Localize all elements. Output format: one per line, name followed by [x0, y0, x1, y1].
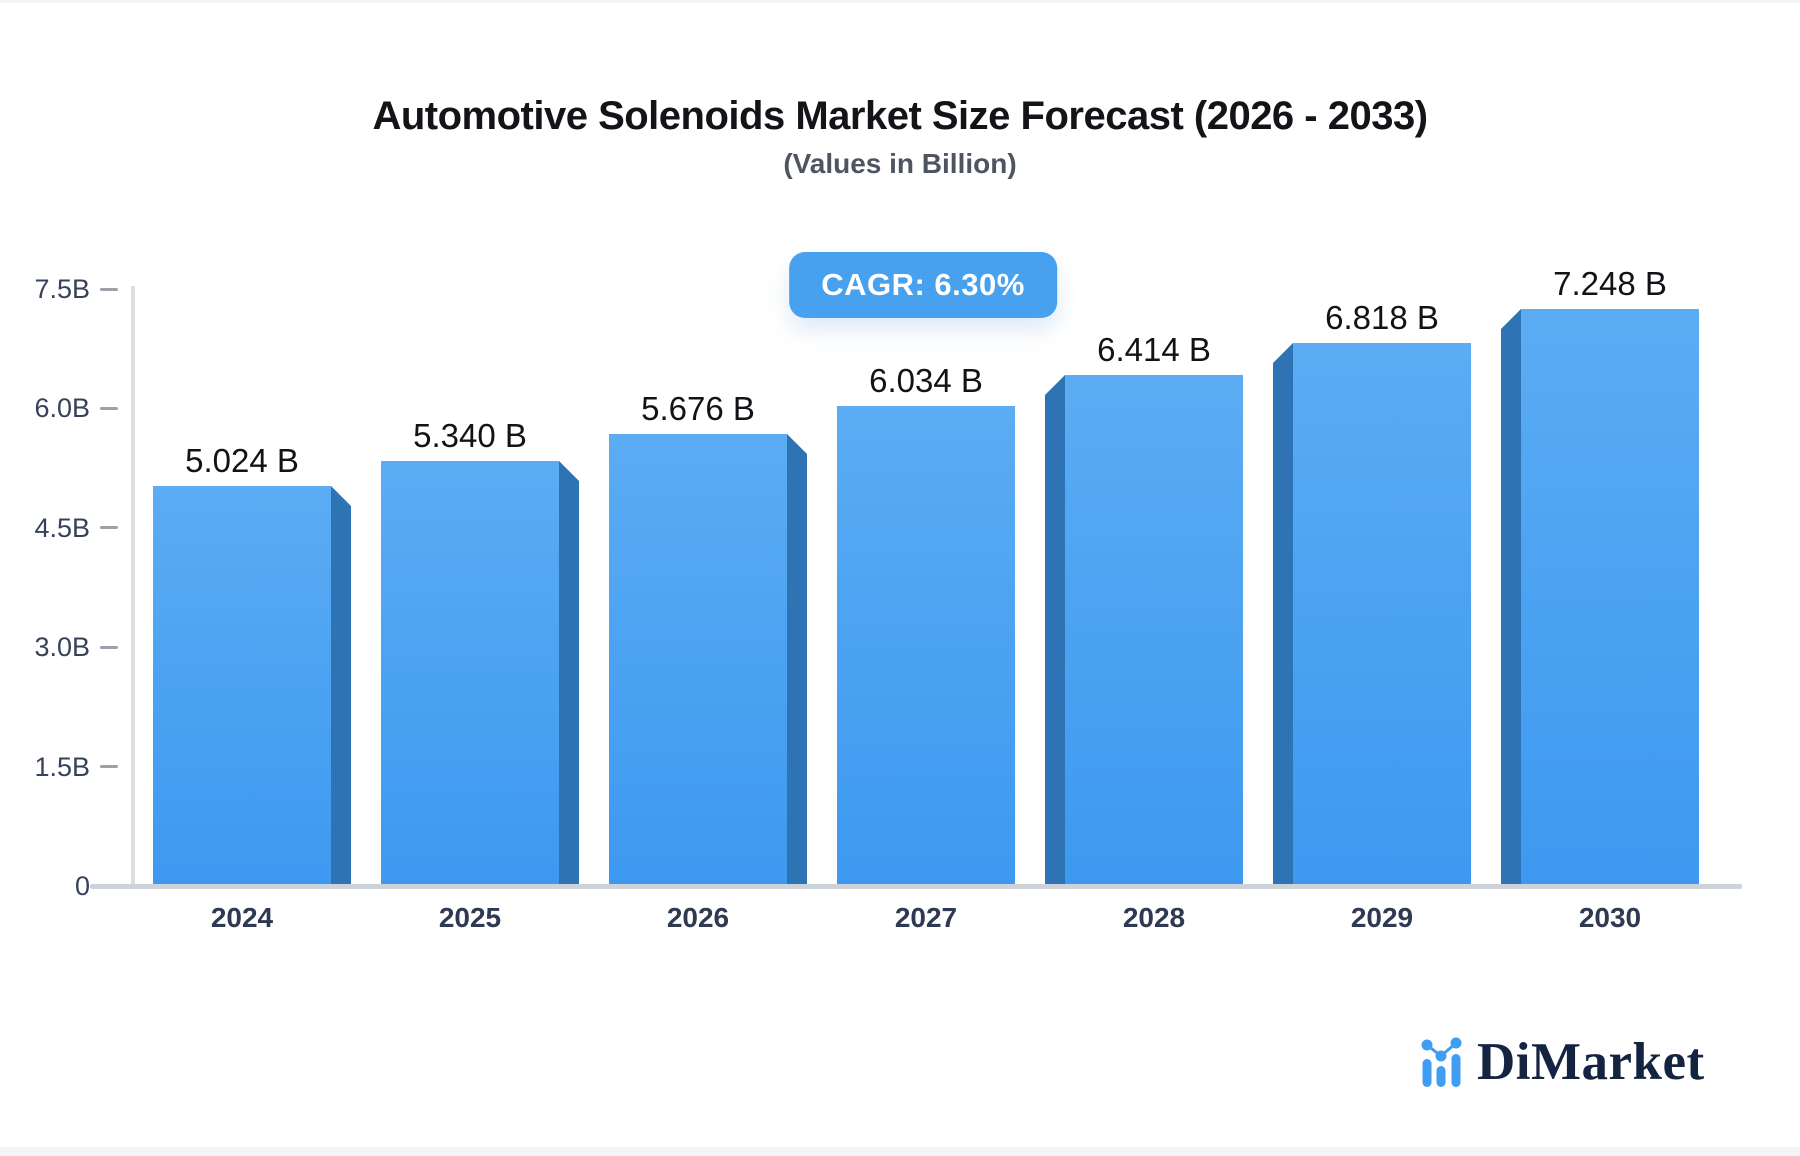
bar-value-label: 5.340 B — [413, 417, 527, 454]
dimarket-logo-text: DiMarket — [1477, 1033, 1705, 1091]
bar-2030 — [1521, 309, 1699, 886]
bar-3d-side — [1273, 343, 1293, 886]
bar-value-label: 6.818 B — [1325, 299, 1439, 336]
x-axis-label-2027: 2027 — [894, 902, 958, 933]
bar-2027 — [837, 406, 1015, 886]
y-tick-label: 7.5B — [34, 274, 90, 304]
y-tick-label: 4.5B — [34, 513, 90, 543]
chart-subtitle: (Values in Billion) — [783, 148, 1017, 179]
bar-2026 — [609, 434, 787, 886]
y-tick-label: 1.5B — [34, 752, 90, 782]
y-tick-label: 6.0B — [34, 393, 90, 423]
x-axis-label-2026: 2026 — [666, 902, 730, 933]
bar-2029 — [1293, 343, 1471, 886]
bar-value-label: 5.676 B — [641, 390, 755, 427]
bar-value-label: 6.414 B — [1097, 331, 1211, 368]
x-axis-label-2030: 2030 — [1578, 902, 1642, 933]
card-bottom-edge — [0, 1147, 1800, 1156]
bar-3d-side — [1045, 375, 1065, 886]
x-axis-label-2025: 2025 — [438, 902, 502, 933]
x-axis-baseline — [90, 884, 1742, 889]
bar-value-label: 6.034 B — [869, 362, 983, 399]
bar-3d-side — [787, 434, 807, 886]
bar-value-label: 5.024 B — [185, 442, 299, 479]
x-axis-label-2029: 2029 — [1350, 902, 1414, 933]
y-tick-dash — [100, 526, 118, 529]
y-axis-line — [131, 286, 135, 888]
bar-3d-side — [559, 461, 579, 886]
y-tick-label: 0 — [74, 871, 90, 901]
y-tick-dash — [100, 646, 118, 649]
bar-2024 — [153, 486, 331, 886]
y-tick-dash — [100, 407, 118, 410]
chart-title: Automotive Solenoids Market Size Forecas… — [372, 94, 1428, 138]
dimarket-logo: DiMarket — [1418, 1033, 1705, 1091]
dimarket-bar-chart-icon — [1421, 1037, 1462, 1087]
bar-3d-side — [331, 486, 351, 886]
bar-3d-side — [1501, 309, 1521, 886]
y-tick-dash — [100, 288, 118, 291]
bar-value-label: 7.248 B — [1553, 265, 1667, 302]
y-tick-label: 3.0B — [34, 632, 90, 662]
bar-2028 — [1065, 375, 1243, 886]
cagr-badge: CAGR: 6.30% — [789, 252, 1057, 318]
cagr-badge-label: CAGR: 6.30% — [821, 267, 1025, 302]
bar-2025 — [381, 461, 559, 886]
card-top-edge — [0, 0, 1800, 3]
x-axis-label-2028: 2028 — [1122, 902, 1186, 933]
y-tick-dash — [100, 765, 118, 768]
x-axis-label-2024: 2024 — [210, 902, 274, 933]
